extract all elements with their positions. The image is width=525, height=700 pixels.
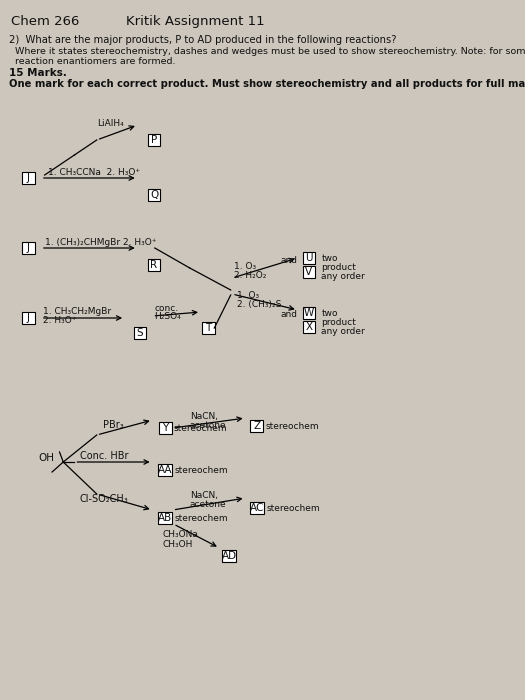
Text: 1. CH₃CH₂MgBr: 1. CH₃CH₂MgBr	[43, 307, 111, 316]
Text: AC: AC	[249, 503, 264, 513]
FancyBboxPatch shape	[22, 172, 35, 184]
Text: T: T	[205, 323, 212, 333]
Text: Y: Y	[162, 423, 169, 433]
FancyBboxPatch shape	[158, 464, 172, 476]
Text: 2)  What are the major products, P to AD produced in the following reactions?: 2) What are the major products, P to AD …	[9, 35, 396, 45]
FancyBboxPatch shape	[22, 312, 35, 324]
FancyBboxPatch shape	[159, 422, 172, 434]
Text: 15 Marks.: 15 Marks.	[9, 68, 67, 78]
Text: 1. O₃: 1. O₃	[235, 262, 257, 271]
Text: Cl-SO₂CH₃: Cl-SO₂CH₃	[80, 494, 129, 504]
Text: 2. H₂O₂: 2. H₂O₂	[235, 271, 267, 280]
Text: Where it states stereochemistry, dashes and wedges must be used to show stereoch: Where it states stereochemistry, dashes …	[15, 47, 525, 56]
Text: H₂SO₄: H₂SO₄	[154, 312, 181, 321]
Text: V: V	[305, 267, 312, 277]
Text: two: two	[321, 309, 338, 318]
FancyBboxPatch shape	[302, 307, 315, 319]
Text: S: S	[136, 328, 143, 338]
Text: any order: any order	[321, 327, 365, 336]
Text: CH₃ONa: CH₃ONa	[162, 530, 198, 539]
Text: stereochem: stereochem	[266, 504, 320, 513]
FancyBboxPatch shape	[158, 512, 172, 524]
Text: NaCN,: NaCN,	[190, 491, 218, 500]
FancyBboxPatch shape	[302, 266, 315, 278]
FancyBboxPatch shape	[250, 420, 263, 432]
Text: X: X	[305, 322, 312, 332]
Text: Kritik Assignment 11: Kritik Assignment 11	[125, 15, 264, 28]
Text: and: and	[281, 256, 298, 265]
Text: CH₃OH: CH₃OH	[162, 540, 193, 549]
Text: 1. O₃: 1. O₃	[237, 291, 259, 300]
Text: acetone: acetone	[190, 421, 226, 430]
FancyBboxPatch shape	[148, 134, 160, 146]
Text: and: and	[281, 310, 298, 319]
Text: product: product	[321, 318, 356, 327]
FancyBboxPatch shape	[148, 189, 160, 201]
FancyBboxPatch shape	[22, 242, 35, 254]
Text: 1. CH₃CCNa  2. H₃O⁺: 1. CH₃CCNa 2. H₃O⁺	[48, 168, 141, 177]
Text: product: product	[321, 263, 356, 272]
Text: W: W	[304, 308, 314, 318]
FancyBboxPatch shape	[133, 327, 146, 339]
Text: 2. H₃O⁺: 2. H₃O⁺	[43, 316, 77, 325]
Text: U: U	[305, 253, 312, 263]
Text: Q: Q	[150, 190, 158, 200]
Text: AA: AA	[158, 465, 172, 475]
Text: Chem 266: Chem 266	[11, 15, 80, 28]
FancyBboxPatch shape	[202, 322, 215, 334]
Text: P: P	[151, 135, 157, 145]
FancyBboxPatch shape	[302, 321, 315, 333]
Text: PBr₃: PBr₃	[103, 420, 123, 430]
FancyBboxPatch shape	[302, 252, 315, 264]
Text: One mark for each correct product. Must show stereochemistry and all products fo: One mark for each correct product. Must …	[9, 79, 525, 89]
FancyBboxPatch shape	[148, 259, 160, 271]
Text: reaction enantiomers are formed.: reaction enantiomers are formed.	[15, 57, 175, 66]
Text: acetone: acetone	[190, 500, 226, 509]
Text: stereochem: stereochem	[266, 422, 319, 431]
Text: J: J	[27, 173, 30, 183]
FancyBboxPatch shape	[250, 502, 264, 514]
Text: J: J	[27, 243, 30, 253]
Text: conc.: conc.	[154, 304, 178, 313]
Text: J: J	[27, 313, 30, 323]
Text: Conc. HBr: Conc. HBr	[80, 451, 129, 461]
Text: OH: OH	[39, 453, 55, 463]
Text: LiAlH₄: LiAlH₄	[97, 119, 123, 128]
FancyBboxPatch shape	[222, 550, 236, 562]
Text: two: two	[321, 254, 338, 263]
Text: R: R	[151, 260, 158, 270]
Text: 1. (CH₃)₂CHMgBr 2. H₃O⁺: 1. (CH₃)₂CHMgBr 2. H₃O⁺	[45, 238, 156, 247]
Text: any order: any order	[321, 272, 365, 281]
Text: AB: AB	[158, 513, 172, 523]
Text: AD: AD	[222, 551, 237, 561]
Text: stereochem: stereochem	[175, 466, 228, 475]
Text: stereochem: stereochem	[175, 514, 228, 523]
Text: stereochem: stereochem	[173, 424, 227, 433]
Text: Z: Z	[253, 421, 260, 431]
Text: NaCN,: NaCN,	[190, 412, 218, 421]
Text: 2. (CH₃)₂S: 2. (CH₃)₂S	[237, 300, 281, 309]
